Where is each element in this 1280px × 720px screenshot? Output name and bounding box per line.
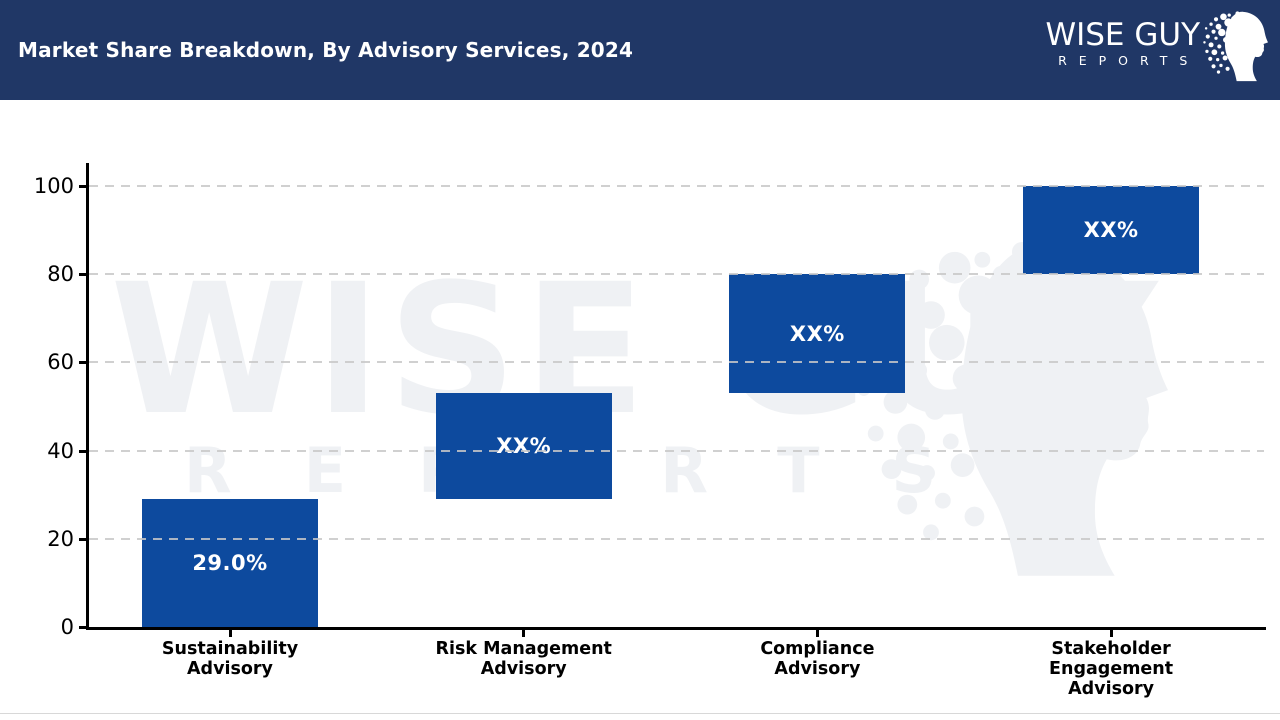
x-axis-tick-mark <box>228 630 232 637</box>
bar-segment: XX% <box>1023 186 1200 275</box>
y-axis-tick-label: 40 <box>47 438 74 463</box>
x-axis-category-label: Compliance Advisory <box>760 639 875 679</box>
gridline <box>89 537 1264 540</box>
x-axis-line <box>86 627 1266 630</box>
y-axis-tick-mark <box>79 185 86 188</box>
chart-title: Market Share Breakdown, By Advisory Serv… <box>18 38 634 62</box>
footer-divider <box>0 713 1280 714</box>
x-axis-category-label: Stakeholder Engagement Advisory <box>1049 639 1174 699</box>
gridline <box>89 185 1264 187</box>
y-axis-tick-mark <box>79 361 86 365</box>
dotted-head-profile-icon <box>1203 11 1268 82</box>
y-axis-tick-label: 100 <box>33 174 74 198</box>
gridline <box>89 273 1264 276</box>
bar-segment: 29.0% <box>142 499 318 627</box>
y-axis-tick-label: 20 <box>47 526 74 551</box>
x-axis-tick-mark <box>1109 630 1113 637</box>
y-axis-tick-label: 0 <box>60 615 74 639</box>
y-axis-tick-mark <box>79 626 86 629</box>
logo-wordmark: WISE GUY <box>1045 17 1200 54</box>
y-axis-tick-label: 80 <box>47 262 74 287</box>
bar-segment: XX% <box>729 274 906 394</box>
logo-subtext: REPORTS <box>1058 53 1200 69</box>
bar-value-label: XX% <box>1083 218 1139 243</box>
gridline <box>89 449 1264 452</box>
x-axis-category-label: Sustainability Advisory <box>161 639 299 679</box>
chart-plot-region: WISE GUY REPORTS 02040608010029.0%Sustai… <box>0 100 1280 720</box>
y-axis-tick-mark <box>79 273 86 277</box>
bar-value-label: 29.0% <box>192 551 268 576</box>
bar-segment: XX% <box>435 393 612 500</box>
x-axis-tick-mark <box>522 630 526 637</box>
bar-value-label: XX% <box>789 321 845 346</box>
header-bar: Market Share Breakdown, By Advisory Serv… <box>0 0 1280 100</box>
bar-value-label: XX% <box>496 434 552 459</box>
y-axis-tick-label: 60 <box>47 350 74 375</box>
y-axis-tick-mark <box>79 537 86 541</box>
y-axis-tick-mark <box>79 449 86 453</box>
x-axis-category-label: Risk Management Advisory <box>435 639 612 679</box>
wiseguy-logo: WISE GUY REPORTS <box>1045 6 1268 82</box>
x-axis-tick-mark <box>815 630 819 637</box>
logo-text: WISE GUY REPORTS <box>1045 20 1200 68</box>
y-axis-line <box>86 163 89 630</box>
gridline <box>89 361 1264 364</box>
